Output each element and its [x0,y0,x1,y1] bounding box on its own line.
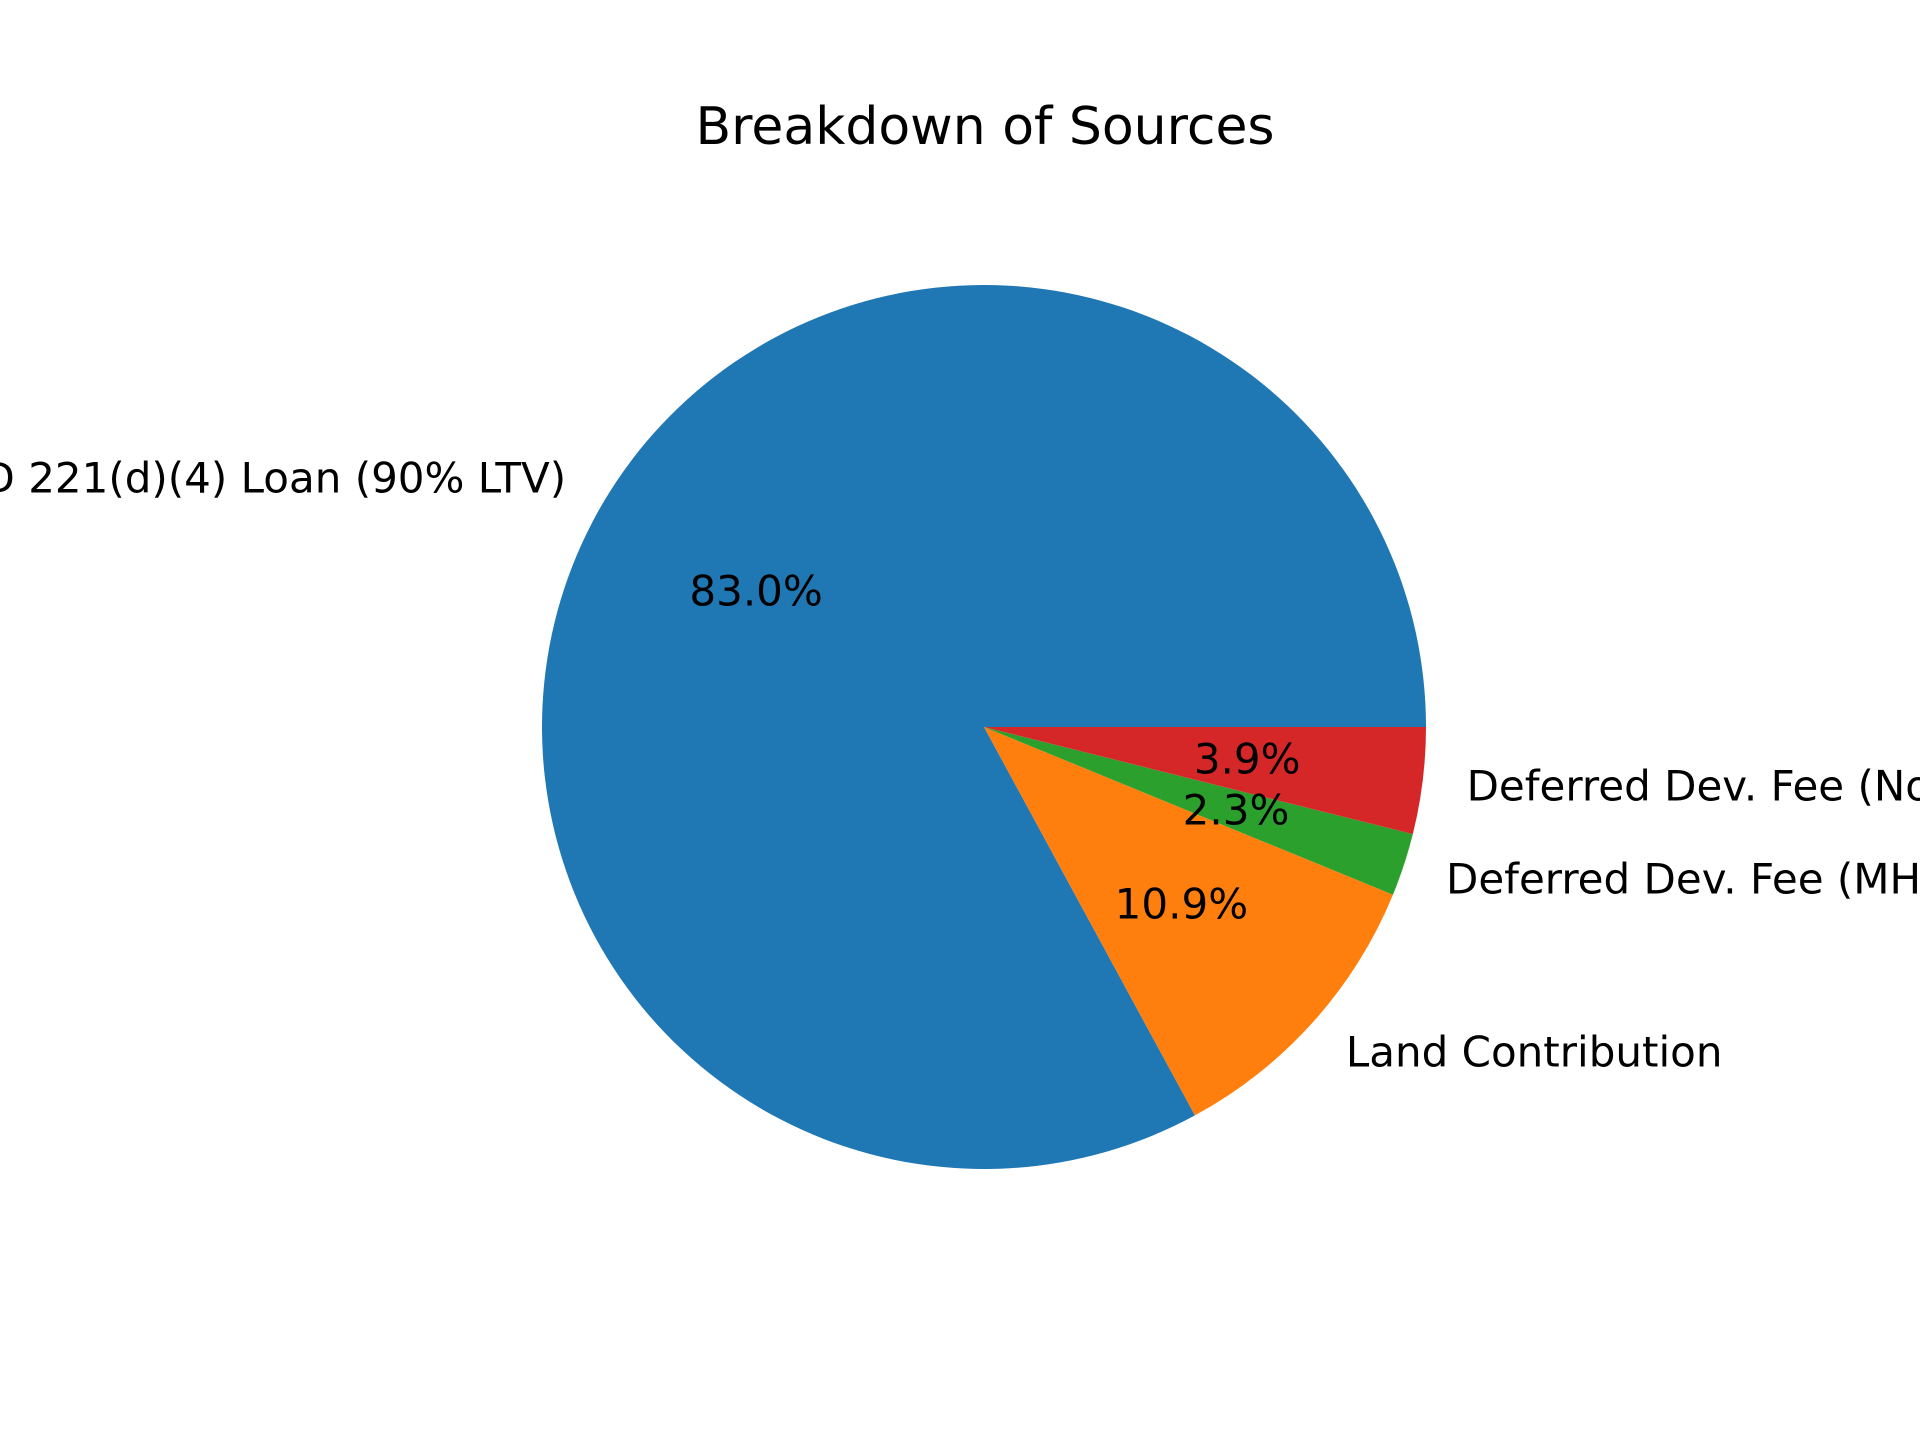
slice-label-1: Land Contribution [1345,1027,1723,1077]
slice-pct-3: 3.9% [1193,734,1301,784]
slice-label-3: Deferred Dev. Fee (No [1466,761,1920,811]
slice-pct-1: 10.9% [1114,879,1249,929]
slice-pct-2: 2.3% [1182,785,1290,835]
chart-title: Breakdown of Sources [695,97,1275,157]
slice-pct-0: 83.0% [689,566,823,616]
pie-slice-0 [542,284,1426,1169]
pie-slice-3 [984,727,1426,835]
pie-slice-2 [984,727,1413,895]
slice-label-0: D 221(d)(4) Loan (90% LTV) [0,453,567,503]
slice-label-2: Deferred Dev. Fee (MH [1446,854,1920,903]
pie-slice-1 [984,727,1393,1116]
